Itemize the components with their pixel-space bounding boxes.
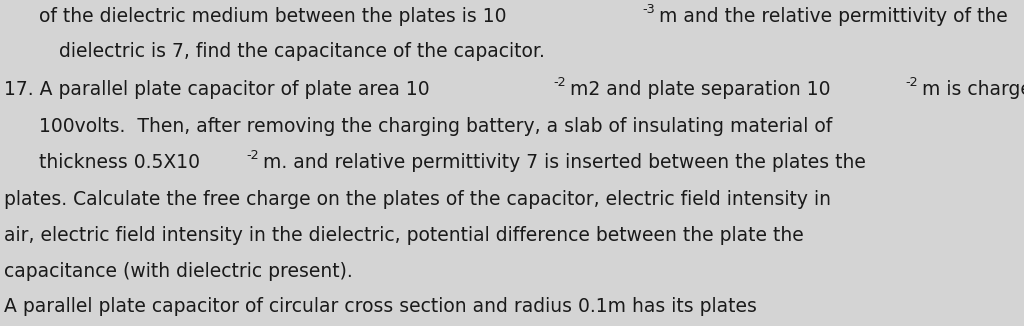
Text: dielectric is 7, find the capacitance of the capacitor.: dielectric is 7, find the capacitance of… xyxy=(59,42,545,61)
Text: 17. A parallel plate capacitor of plate area 10: 17. A parallel plate capacitor of plate … xyxy=(4,80,430,99)
Text: 100volts.  Then, after removing the charging battery, a slab of insulating mater: 100volts. Then, after removing the charg… xyxy=(39,117,833,136)
Text: m2 and plate separation 10: m2 and plate separation 10 xyxy=(569,80,830,99)
Text: m and the relative permittivity of the: m and the relative permittivity of the xyxy=(658,7,1008,26)
Text: air, electric field intensity in the dielectric, potential difference between th: air, electric field intensity in the die… xyxy=(4,226,804,245)
Text: capacitance (with dielectric present).: capacitance (with dielectric present). xyxy=(4,262,353,281)
Text: -2: -2 xyxy=(553,76,566,89)
Text: thickness 0.5X10: thickness 0.5X10 xyxy=(39,153,200,172)
Text: plates. Calculate the free charge on the plates of the capacitor, electric field: plates. Calculate the free charge on the… xyxy=(4,190,831,209)
Text: -2: -2 xyxy=(247,149,259,162)
Text: A parallel plate capacitor of circular cross section and radius 0.1m has its pla: A parallel plate capacitor of circular c… xyxy=(4,297,757,316)
Text: m. and relative permittivity 7 is inserted between the plates the: m. and relative permittivity 7 is insert… xyxy=(263,153,866,172)
Text: m is charged to: m is charged to xyxy=(922,80,1024,99)
Text: -3: -3 xyxy=(642,3,655,16)
Text: of the dielectric medium between the plates is 10: of the dielectric medium between the pla… xyxy=(39,7,507,26)
Text: -2: -2 xyxy=(905,76,919,89)
